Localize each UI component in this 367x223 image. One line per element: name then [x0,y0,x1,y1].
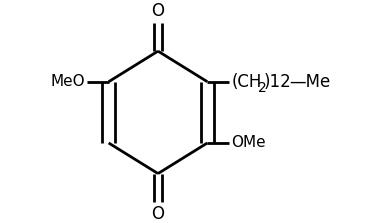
Text: 2: 2 [258,81,266,95]
Text: )12: )12 [264,73,291,91]
Text: OMe: OMe [231,135,266,151]
Text: (CH: (CH [231,73,262,91]
Text: O: O [152,205,164,223]
Text: O: O [152,2,164,20]
Text: —Me: —Me [289,73,330,91]
Text: MeO: MeO [50,74,85,89]
